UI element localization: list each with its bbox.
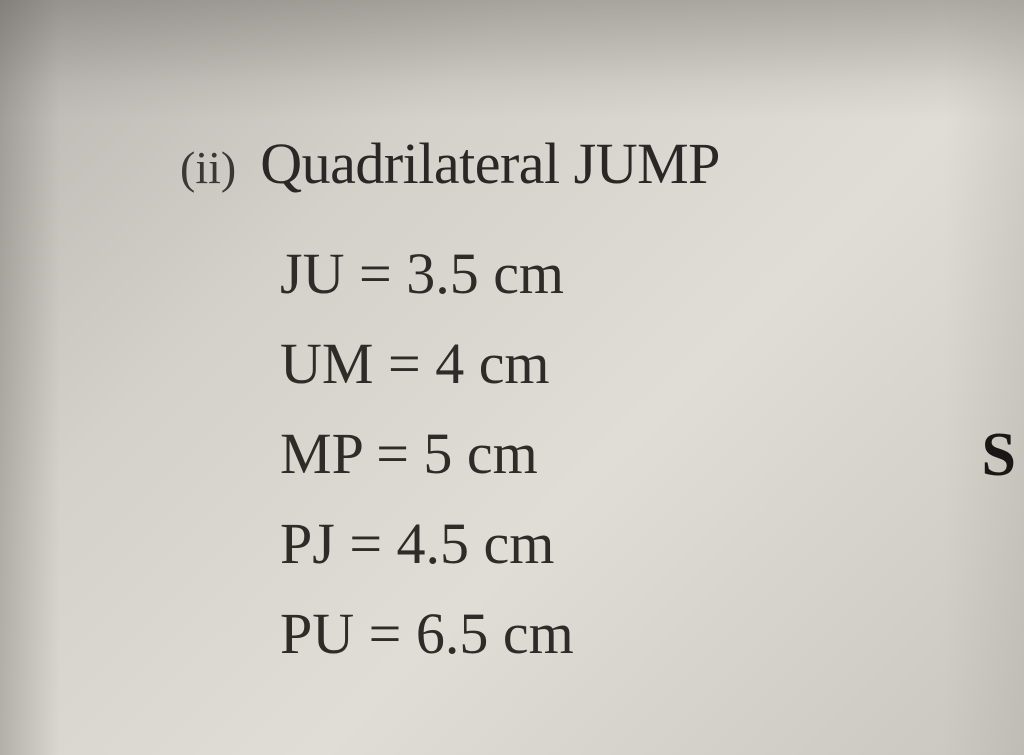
measure-label: PJ — [280, 511, 335, 576]
page-content: (ii) Quadrilateral JUMP JU = 3.5 cm UM =… — [0, 0, 1024, 755]
measure-label: UM — [280, 331, 373, 396]
cropped-edge-text: S — [982, 420, 1016, 491]
measure-label: JU — [280, 241, 344, 306]
heading-row: (ii) Quadrilateral JUMP — [180, 130, 964, 197]
measurement-row: JU = 3.5 cm — [280, 229, 964, 319]
measure-unit: cm — [503, 601, 574, 666]
measurements-list: JU = 3.5 cm UM = 4 cm MP = 5 cm PJ = 4.5… — [180, 229, 964, 678]
measure-value: 3.5 — [406, 241, 479, 306]
measure-value: 5 — [423, 421, 452, 486]
measurement-row: PU = 6.5 cm — [280, 589, 964, 679]
measure-value: 4.5 — [397, 511, 470, 576]
measure-label: PU — [280, 601, 354, 666]
measure-unit: cm — [484, 511, 555, 576]
measure-value: 6.5 — [416, 601, 489, 666]
problem-block: (ii) Quadrilateral JUMP JU = 3.5 cm UM =… — [180, 130, 964, 678]
measurement-row: PJ = 4.5 cm — [280, 499, 964, 589]
measurement-row: UM = 4 cm — [280, 319, 964, 409]
measure-unit: cm — [493, 241, 564, 306]
measure-unit: cm — [467, 421, 538, 486]
measure-label: MP — [280, 421, 362, 486]
problem-heading: Quadrilateral JUMP — [260, 130, 720, 197]
measure-unit: cm — [479, 331, 550, 396]
measurement-row: MP = 5 cm — [280, 409, 964, 499]
measure-value: 4 — [435, 331, 464, 396]
item-number: (ii) — [180, 141, 236, 194]
